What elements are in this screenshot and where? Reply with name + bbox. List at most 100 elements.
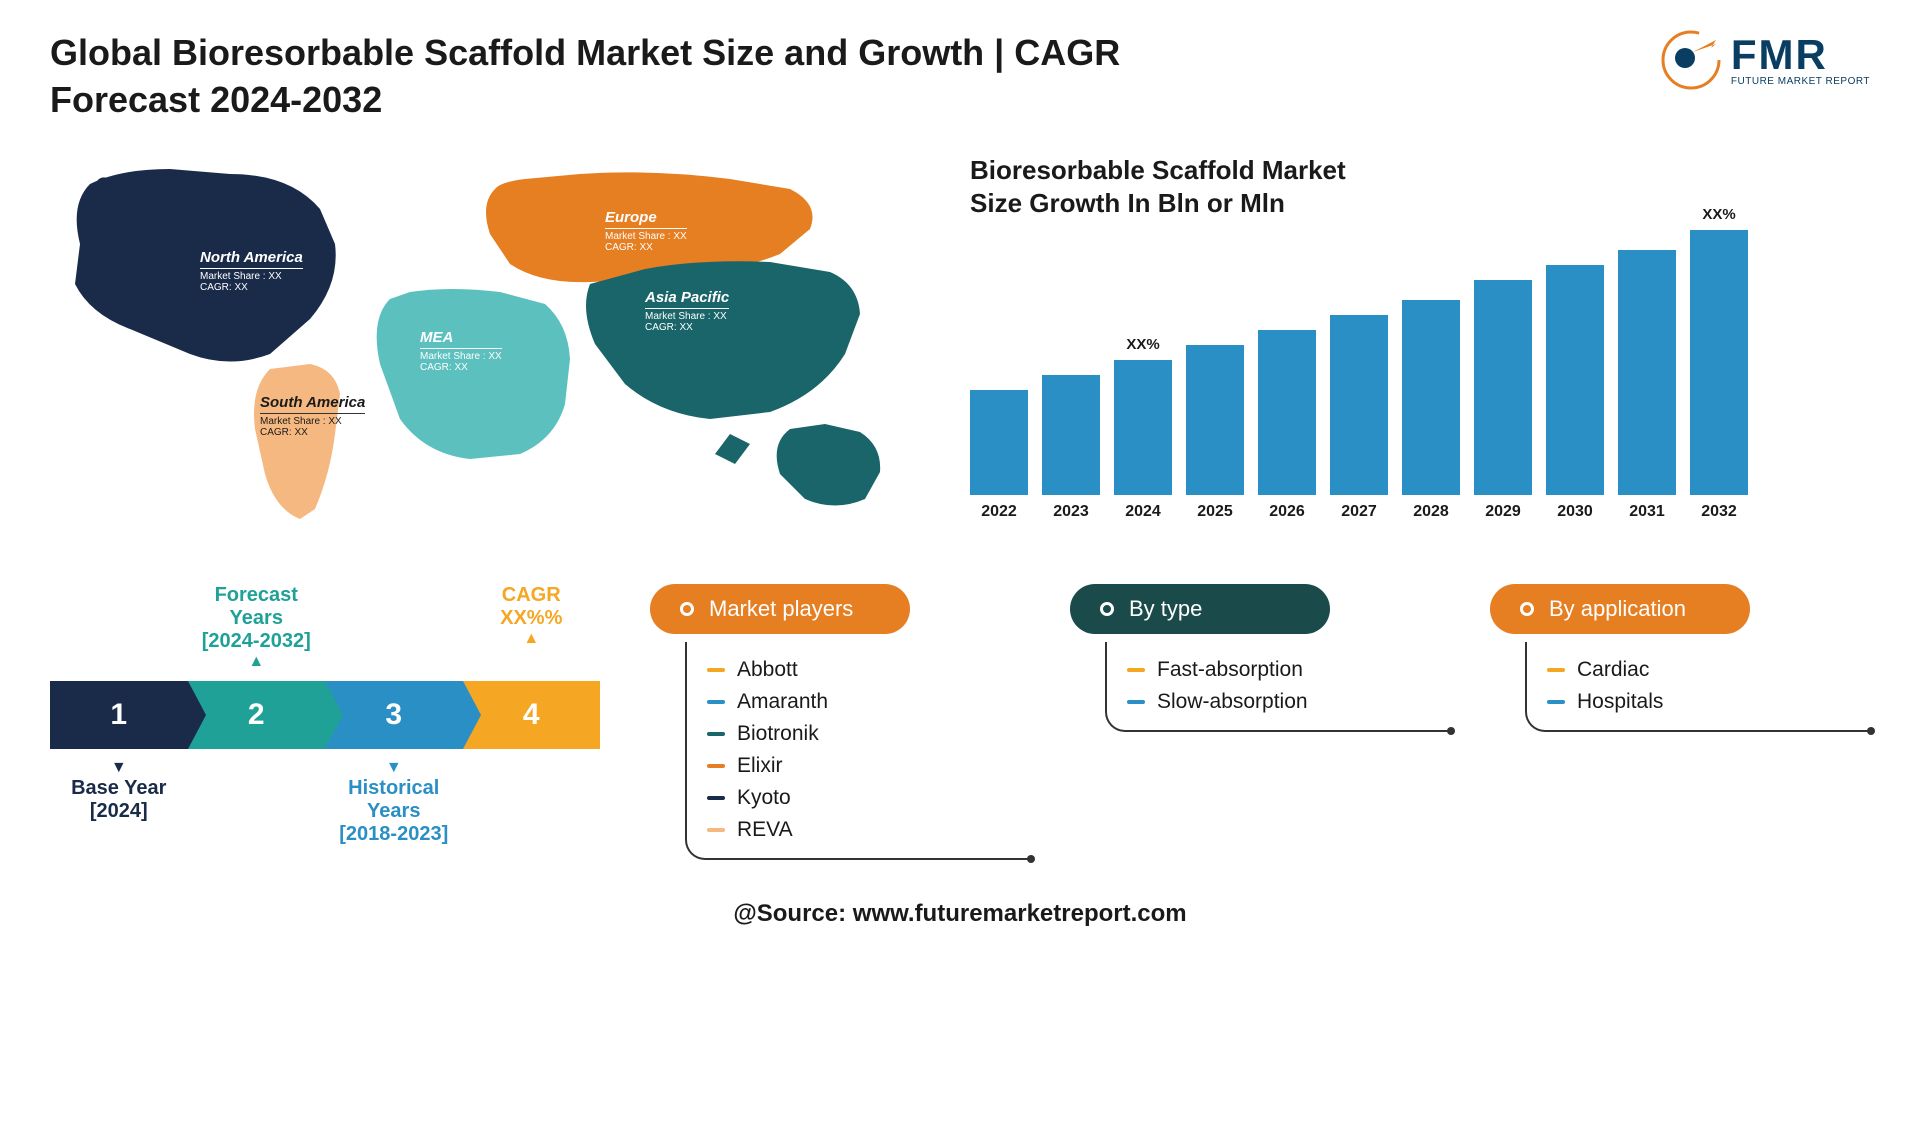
logo-abbr: FMR <box>1731 34 1870 76</box>
bar-year-label: 2028 <box>1413 503 1449 521</box>
header: Global Bioresorbable Scaffold Market Siz… <box>50 30 1870 124</box>
bullet-icon <box>707 796 725 800</box>
item-label: Amaranth <box>737 690 828 714</box>
timeline-bar: 1 2 3 4 <box>50 681 600 749</box>
bullet-icon <box>1547 668 1565 672</box>
label-cagr: CAGR XX%% ▲ <box>463 584 601 671</box>
bar-col-2030: 2030 <box>1546 265 1604 521</box>
category-by-application: By application Cardiac Hospitals <box>1490 584 1870 860</box>
bar <box>1546 265 1604 495</box>
item-label: Biotronik <box>737 722 819 746</box>
logo-subtitle: FUTURE MARKET REPORT <box>1731 76 1870 87</box>
category-market-players: Market players Abbott Amaranth Biotronik Eli… <box>650 584 1030 860</box>
arrow-down-icon: ▼ <box>325 759 463 777</box>
bar-col-2027: 2027 <box>1330 315 1388 521</box>
page-title: Global Bioresorbable Scaffold Market Siz… <box>50 30 1250 124</box>
bar <box>1258 330 1316 495</box>
categories-row: Market players Abbott Amaranth Biotronik Eli… <box>650 584 1870 860</box>
bar-year-label: 2022 <box>981 503 1017 521</box>
category-title: By type <box>1129 596 1202 622</box>
chart-title: Bioresorbable Scaffold Market Size Growt… <box>970 154 1370 222</box>
timeline-top-labels: Forecast Years [2024-2032] ▲ CAGR XX%% ▲ <box>50 584 600 671</box>
bar <box>1402 300 1460 495</box>
bar-year-label: 2030 <box>1557 503 1593 521</box>
timeline-seg-4: 4 <box>463 681 601 749</box>
list-item: Slow-absorption <box>1127 686 1450 718</box>
bar-col-2029: 2029 <box>1474 280 1532 521</box>
timeline-seg-3: 3 <box>325 681 463 749</box>
list-item: Fast-absorption <box>1127 654 1450 686</box>
category-title: Market players <box>709 596 853 622</box>
list-item: REVA <box>707 814 1030 846</box>
bar-year-label: 2026 <box>1269 503 1305 521</box>
item-label: Cardiac <box>1577 658 1649 682</box>
list-item: Amaranth <box>707 686 1030 718</box>
bar-year-label: 2024 <box>1125 503 1161 521</box>
bar-col-2023: 2023 <box>1042 375 1100 521</box>
bar-col-2024: XX%2024 <box>1114 360 1172 521</box>
bar <box>1474 280 1532 495</box>
region-label-south-america: South AmericaMarket Share : XXCAGR: XX <box>260 394 365 438</box>
category-header: Market players <box>650 584 910 634</box>
region-label-north-america: North AmericaMarket Share : XXCAGR: XX <box>200 249 303 293</box>
bar-year-label: 2029 <box>1485 503 1521 521</box>
region-mea <box>377 289 570 459</box>
bullet-icon <box>1547 700 1565 704</box>
bar <box>970 390 1028 495</box>
bar-col-2028: 2028 <box>1402 300 1460 521</box>
dot-icon <box>1100 602 1114 616</box>
bullet-icon <box>707 828 725 832</box>
bar <box>1330 315 1388 495</box>
bar <box>1042 375 1100 495</box>
bullet-icon <box>707 764 725 768</box>
bar-chart-area: Bioresorbable Scaffold Market Size Growt… <box>970 154 1870 534</box>
fmr-logo-icon <box>1661 30 1721 90</box>
category-title: By application <box>1549 596 1686 622</box>
bullet-icon <box>1127 668 1145 672</box>
bar <box>1618 250 1676 495</box>
logo: FMR FUTURE MARKET REPORT <box>1661 30 1870 90</box>
bar-col-2031: 2031 <box>1618 250 1676 521</box>
bar-year-label: 2027 <box>1341 503 1377 521</box>
bar-year-label: 2032 <box>1701 503 1737 521</box>
category-list: Fast-absorption Slow-absorption <box>1105 642 1450 732</box>
bar-year-label: 2031 <box>1629 503 1665 521</box>
bottom-section: Forecast Years [2024-2032] ▲ CAGR XX%% ▲… <box>50 584 1870 860</box>
label-base-year: ▼ Base Year [2024] <box>50 759 188 846</box>
bullet-icon <box>707 700 725 704</box>
region-label-mea: MEAMarket Share : XXCAGR: XX <box>420 329 502 373</box>
dot-icon <box>680 602 694 616</box>
item-label: Abbott <box>737 658 798 682</box>
list-item: Cardiac <box>1547 654 1870 686</box>
dot-icon <box>1520 602 1534 616</box>
category-header: By type <box>1070 584 1330 634</box>
category-list: Cardiac Hospitals <box>1525 642 1870 732</box>
list-item: Kyoto <box>707 782 1030 814</box>
list-item: Abbott <box>707 654 1030 686</box>
list-item: Hospitals <box>1547 686 1870 718</box>
category-list: Abbott Amaranth Biotronik Elixir Kyoto REVA <box>685 642 1030 860</box>
arrow-up-icon: ▲ <box>463 630 601 648</box>
top-section: North AmericaMarket Share : XXCAGR: XX So… <box>50 154 1870 534</box>
region-south-america <box>254 364 340 519</box>
region-label-asia-pacific: Asia PacificMarket Share : XXCAGR: XX <box>645 289 729 333</box>
category-by-type: By type Fast-absorption Slow-absorption <box>1070 584 1450 860</box>
bar-col-2025: 2025 <box>1186 345 1244 521</box>
label-forecast-years: Forecast Years [2024-2032] ▲ <box>188 584 326 671</box>
timeline-seg-1: 1 <box>50 681 188 749</box>
item-label: Elixir <box>737 754 783 778</box>
bar-chart: 2022 2023XX%2024 2025 2026 2027 2028 2029 2030 2… <box>970 241 1870 521</box>
arrow-up-icon: ▲ <box>188 653 326 671</box>
bullet-icon <box>1127 700 1145 704</box>
timeline-block: Forecast Years [2024-2032] ▲ CAGR XX%% ▲… <box>50 584 600 846</box>
item-label: Fast-absorption <box>1157 658 1303 682</box>
world-map: North AmericaMarket Share : XXCAGR: XX So… <box>50 154 930 534</box>
source-attribution: @Source: www.futuremarketreport.com <box>50 900 1870 928</box>
list-item: Elixir <box>707 750 1030 782</box>
label-historical-years: ▼ Historical Years [2018-2023] <box>325 759 463 846</box>
item-label: Hospitals <box>1577 690 1663 714</box>
item-label: Slow-absorption <box>1157 690 1308 714</box>
item-label: REVA <box>737 818 793 842</box>
region-asia-pacific <box>586 261 880 505</box>
bar-year-label: 2025 <box>1197 503 1233 521</box>
